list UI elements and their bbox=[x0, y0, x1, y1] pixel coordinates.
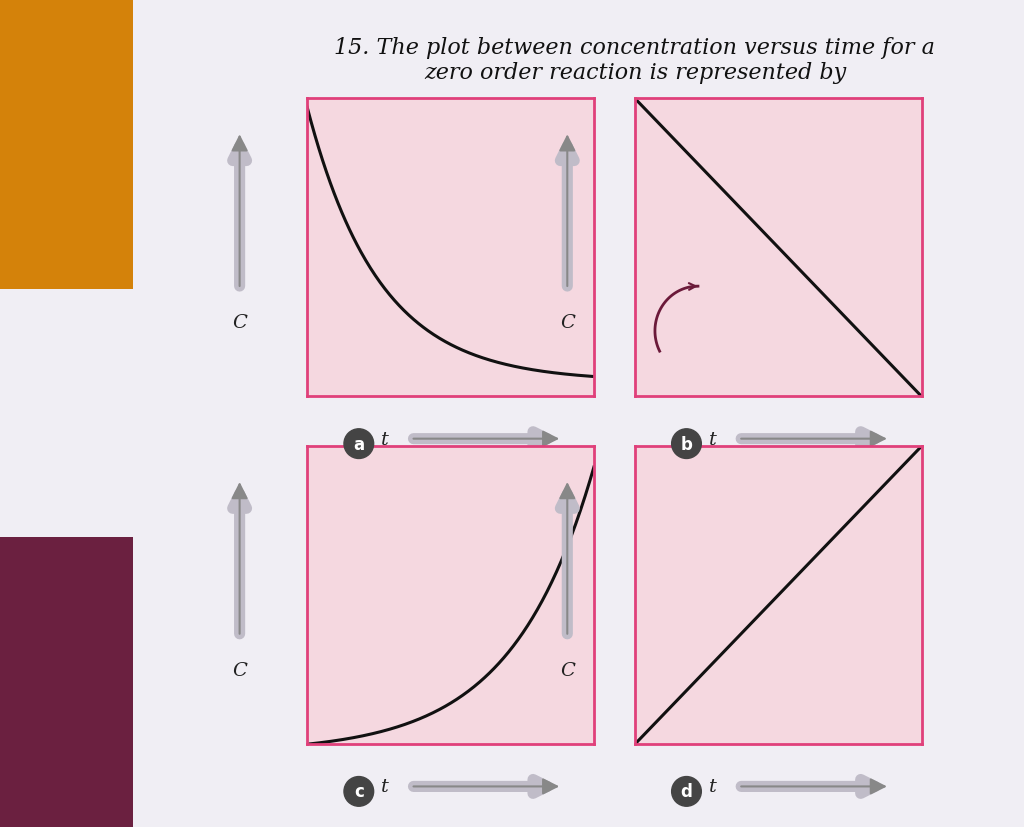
Text: t: t bbox=[381, 777, 389, 796]
Text: d: d bbox=[681, 782, 692, 801]
Text: t: t bbox=[381, 430, 389, 448]
Bar bbox=[0, 538, 133, 827]
Text: c: c bbox=[354, 782, 364, 801]
Text: C: C bbox=[232, 313, 247, 332]
Text: a: a bbox=[353, 435, 365, 453]
Text: b: b bbox=[681, 435, 692, 453]
Text: t: t bbox=[709, 777, 717, 796]
Text: C: C bbox=[560, 661, 574, 679]
Text: 15. The plot between concentration versus time for a: 15. The plot between concentration versu… bbox=[335, 37, 935, 60]
Text: C: C bbox=[232, 661, 247, 679]
Bar bbox=[0, 0, 133, 289]
Text: zero order reaction is represented by: zero order reaction is represented by bbox=[424, 62, 846, 84]
Text: C: C bbox=[560, 313, 574, 332]
Text: t: t bbox=[709, 430, 717, 448]
